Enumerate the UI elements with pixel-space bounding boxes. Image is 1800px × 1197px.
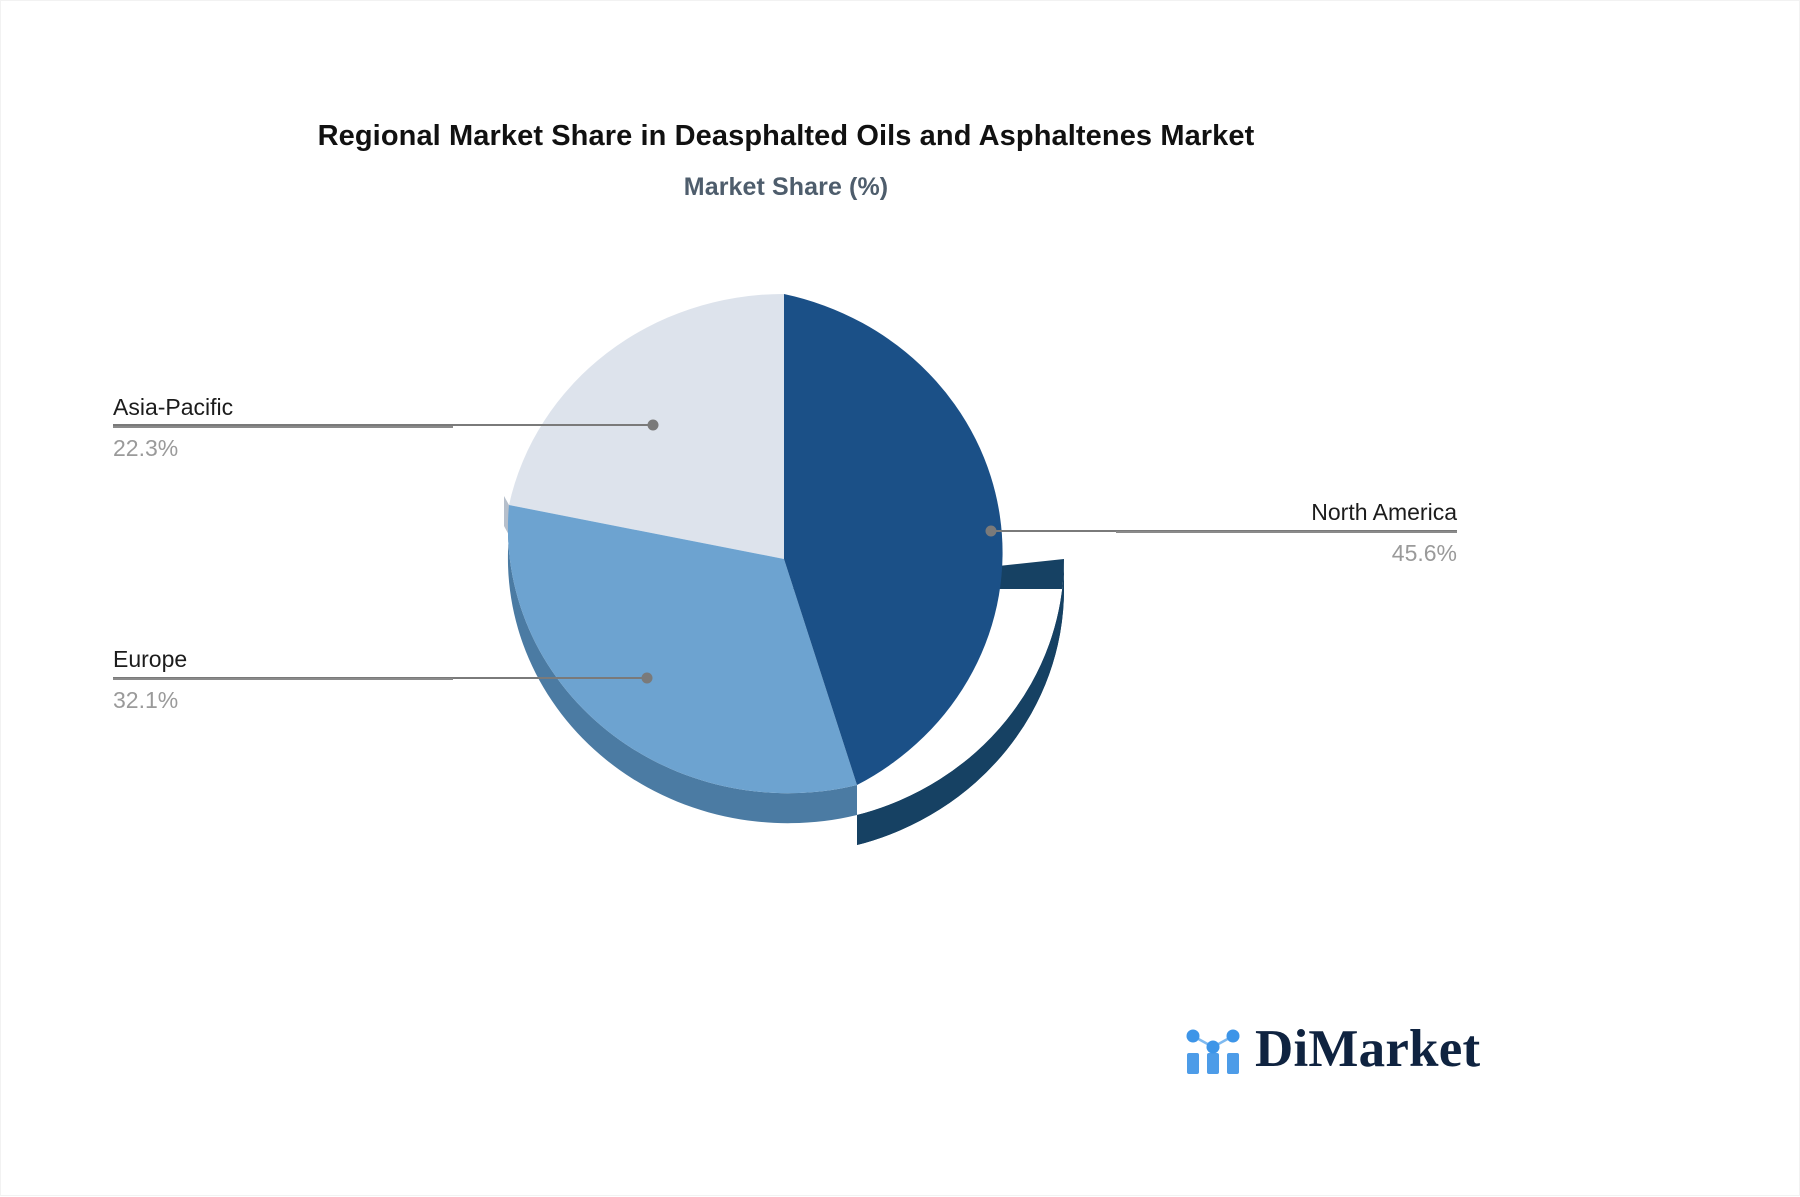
pie-slice-side-asia-pacific bbox=[504, 496, 509, 535]
callout-north-america: North America 45.6% bbox=[1116, 499, 1457, 567]
callout-value-europe: 32.1% bbox=[113, 687, 179, 713]
pie-slice-north-america bbox=[784, 294, 1003, 785]
pie-slice-europe bbox=[507, 505, 857, 794]
callout-rule bbox=[113, 678, 453, 680]
page-title: Regional Market Share in Deasphalted Oil… bbox=[317, 120, 1255, 152]
title-block: Regional Market Share in Deasphalted Oil… bbox=[1, 119, 1571, 202]
logo-wordmark: DiMarket bbox=[1255, 1020, 1481, 1078]
pie-slice-asia-pacific bbox=[509, 293, 784, 559]
callout-label-north-america: North America bbox=[1311, 499, 1457, 525]
chart-subtitle: Market Share (%) bbox=[683, 172, 889, 201]
pie-slice-side-europe bbox=[507, 505, 857, 824]
callout-rule bbox=[113, 426, 453, 428]
callout-asia-pacific: Asia-Pacific 22.3% bbox=[113, 394, 453, 462]
callout-rule bbox=[1116, 531, 1457, 533]
callout-europe: Europe 32.1% bbox=[113, 646, 453, 714]
leader-line-asia-pacific bbox=[113, 419, 659, 431]
callout-value-north-america: 45.6% bbox=[1391, 540, 1457, 566]
bar-chart-icon bbox=[1186, 1029, 1240, 1074]
brand-logo: DiMarket bbox=[1185, 1023, 1480, 1076]
callout-label-europe: Europe bbox=[113, 646, 188, 672]
callout-value-asia-pacific: 22.3% bbox=[113, 435, 179, 461]
callout-label-asia-pacific: Asia-Pacific bbox=[113, 394, 234, 420]
